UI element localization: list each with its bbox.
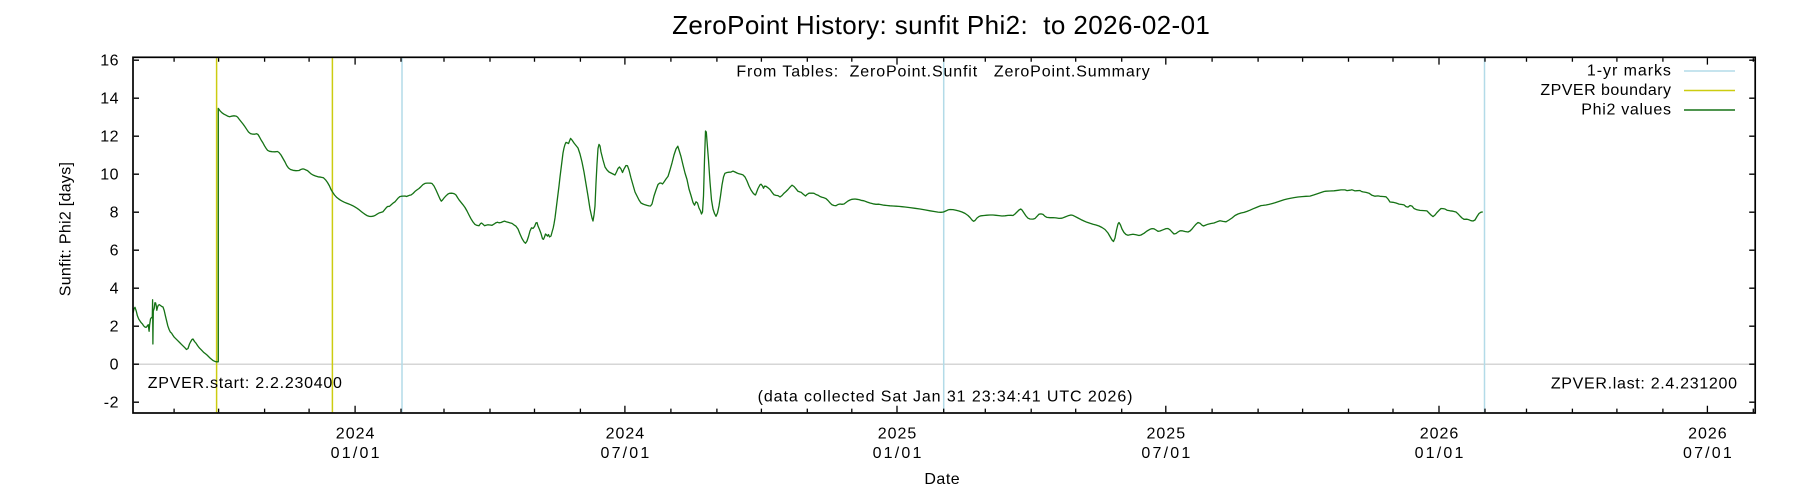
svg-text:2026: 2026 — [1420, 425, 1460, 442]
svg-text:ZPVER.start: 2.2.230400: ZPVER.start: 2.2.230400 — [148, 375, 343, 392]
svg-text:07/01: 07/01 — [600, 445, 651, 462]
svg-text:2024: 2024 — [336, 425, 376, 442]
svg-text:6: 6 — [110, 243, 119, 260]
svg-text:0: 0 — [110, 357, 119, 374]
svg-text:ZPVER.last: 2.4.231200: ZPVER.last: 2.4.231200 — [1551, 376, 1738, 393]
svg-text:ZPVER boundary: ZPVER boundary — [1540, 82, 1671, 99]
svg-text:Date: Date — [924, 471, 960, 488]
svg-text:4: 4 — [110, 281, 119, 298]
svg-text:2025: 2025 — [878, 425, 918, 442]
svg-text:-2: -2 — [104, 395, 119, 412]
svg-text:16: 16 — [100, 53, 119, 70]
svg-text:07/01: 07/01 — [1683, 445, 1734, 462]
svg-text:2025: 2025 — [1147, 425, 1187, 442]
svg-text:ZeroPoint History: sunfit Phi2: ZeroPoint History: sunfit Phi2: to 2026-… — [672, 10, 1210, 40]
svg-text:10: 10 — [100, 167, 119, 184]
svg-text:Sunfit: Phi2 [days]: Sunfit: Phi2 [days] — [58, 162, 75, 296]
svg-text:2: 2 — [110, 319, 119, 336]
svg-text:8: 8 — [110, 205, 119, 222]
svg-text:(data collected Sat Jan 31 23:: (data collected Sat Jan 31 23:34:41 UTC … — [758, 389, 1134, 406]
svg-text:01/01: 01/01 — [873, 445, 924, 462]
svg-text:2026: 2026 — [1688, 425, 1728, 442]
svg-text:07/01: 07/01 — [1141, 445, 1192, 462]
svg-text:2024: 2024 — [606, 425, 646, 442]
svg-text:01/01: 01/01 — [1415, 445, 1466, 462]
svg-text:From Tables: ZeroPoint.Sunfit: From Tables: ZeroPoint.Sunfit ZeroPoint.… — [736, 64, 1150, 81]
svg-text:01/01: 01/01 — [331, 445, 382, 462]
svg-text:14: 14 — [100, 91, 119, 108]
svg-text:12: 12 — [100, 129, 119, 146]
svg-text:Phi2 values: Phi2 values — [1581, 102, 1671, 119]
svg-text:1-yr marks: 1-yr marks — [1587, 63, 1672, 80]
